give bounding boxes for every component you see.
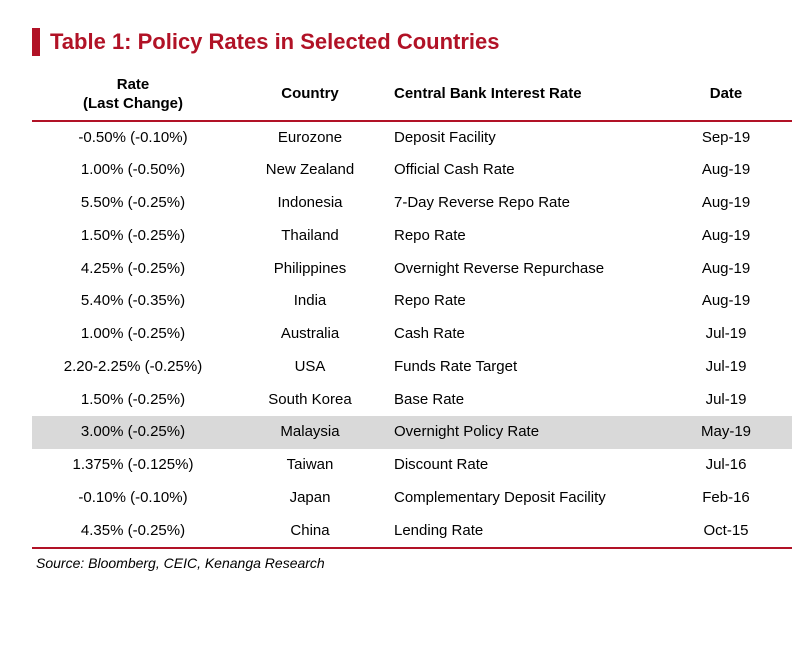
cell-country: Taiwan <box>234 449 386 482</box>
cell-cbir: Base Rate <box>386 384 660 417</box>
cell-cbir: Official Cash Rate <box>386 154 660 187</box>
cell-rate: 1.00% (-0.25%) <box>32 318 234 351</box>
col-header-rate: Rate (Last Change) <box>32 70 234 121</box>
cell-rate: 3.00% (-0.25%) <box>32 416 234 449</box>
policy-rates-table: Rate (Last Change) Country Central Bank … <box>32 70 792 549</box>
table-row: 3.00% (-0.25%) Malaysia Overnight Policy… <box>32 416 792 449</box>
cell-date: Oct-15 <box>660 515 792 549</box>
cell-cbir: Complementary Deposit Facility <box>386 482 660 515</box>
cell-date: Jul-19 <box>660 351 792 384</box>
cell-date: Jul-19 <box>660 318 792 351</box>
cell-date: Aug-19 <box>660 253 792 286</box>
cell-country: Indonesia <box>234 187 386 220</box>
cell-date: Aug-19 <box>660 187 792 220</box>
table-row: 1.50% (-0.25%) South Korea Base Rate Jul… <box>32 384 792 417</box>
cell-date: May-19 <box>660 416 792 449</box>
col-header-rate-l2: (Last Change) <box>83 95 183 112</box>
cell-country: Thailand <box>234 220 386 253</box>
cell-cbir: Lending Rate <box>386 515 660 549</box>
table-row: -0.50% (-0.10%) Eurozone Deposit Facilit… <box>32 121 792 155</box>
table-row: 4.25% (-0.25%) Philippines Overnight Rev… <box>32 253 792 286</box>
table-row: 4.35% (-0.25%) China Lending Rate Oct-15 <box>32 515 792 549</box>
cell-date: Aug-19 <box>660 285 792 318</box>
table-row: 1.50% (-0.25%) Thailand Repo Rate Aug-19 <box>32 220 792 253</box>
cell-date: Sep-19 <box>660 121 792 155</box>
table-row: 1.375% (-0.125%) Taiwan Discount Rate Ju… <box>32 449 792 482</box>
cell-rate: -0.50% (-0.10%) <box>32 121 234 155</box>
cell-country: New Zealand <box>234 154 386 187</box>
col-header-country: Country <box>234 70 386 121</box>
cell-country: Japan <box>234 482 386 515</box>
cell-rate: 4.25% (-0.25%) <box>32 253 234 286</box>
cell-rate: 5.40% (-0.35%) <box>32 285 234 318</box>
cell-country: Eurozone <box>234 121 386 155</box>
cell-date: Aug-19 <box>660 154 792 187</box>
cell-rate: 4.35% (-0.25%) <box>32 515 234 549</box>
cell-rate: 5.50% (-0.25%) <box>32 187 234 220</box>
cell-cbir: Overnight Policy Rate <box>386 416 660 449</box>
cell-rate: 1.50% (-0.25%) <box>32 220 234 253</box>
table-title-bar: Table 1: Policy Rates in Selected Countr… <box>32 28 772 56</box>
cell-rate: -0.10% (-0.10%) <box>32 482 234 515</box>
cell-rate: 1.00% (-0.50%) <box>32 154 234 187</box>
table-row: 2.20-2.25% (-0.25%) USA Funds Rate Targe… <box>32 351 792 384</box>
cell-country: Malaysia <box>234 416 386 449</box>
table-row: -0.10% (-0.10%) Japan Complementary Depo… <box>32 482 792 515</box>
source-attribution: Source: Bloomberg, CEIC, Kenanga Researc… <box>32 555 772 571</box>
table-body: -0.50% (-0.10%) Eurozone Deposit Facilit… <box>32 121 792 549</box>
cell-country: Australia <box>234 318 386 351</box>
cell-rate: 2.20-2.25% (-0.25%) <box>32 351 234 384</box>
cell-date: Aug-19 <box>660 220 792 253</box>
table-row: 1.00% (-0.25%) Australia Cash Rate Jul-1… <box>32 318 792 351</box>
cell-date: Jul-19 <box>660 384 792 417</box>
table-header-row: Rate (Last Change) Country Central Bank … <box>32 70 792 121</box>
cell-country: Philippines <box>234 253 386 286</box>
cell-cbir: Overnight Reverse Repurchase <box>386 253 660 286</box>
col-header-date: Date <box>660 70 792 121</box>
cell-country: China <box>234 515 386 549</box>
cell-cbir: Repo Rate <box>386 285 660 318</box>
cell-rate: 1.50% (-0.25%) <box>32 384 234 417</box>
table-title: Table 1: Policy Rates in Selected Countr… <box>50 29 500 55</box>
cell-country: USA <box>234 351 386 384</box>
cell-cbir: Deposit Facility <box>386 121 660 155</box>
cell-country: South Korea <box>234 384 386 417</box>
table-row: 1.00% (-0.50%) New Zealand Official Cash… <box>32 154 792 187</box>
cell-rate: 1.375% (-0.125%) <box>32 449 234 482</box>
cell-cbir: Repo Rate <box>386 220 660 253</box>
cell-cbir: Funds Rate Target <box>386 351 660 384</box>
col-header-rate-l1: Rate <box>117 76 150 93</box>
table-row: 5.40% (-0.35%) India Repo Rate Aug-19 <box>32 285 792 318</box>
cell-cbir: 7-Day Reverse Repo Rate <box>386 187 660 220</box>
title-accent-mark <box>32 28 40 56</box>
cell-cbir: Discount Rate <box>386 449 660 482</box>
col-header-cbir: Central Bank Interest Rate <box>386 70 660 121</box>
table-row: 5.50% (-0.25%) Indonesia 7-Day Reverse R… <box>32 187 792 220</box>
cell-country: India <box>234 285 386 318</box>
cell-cbir: Cash Rate <box>386 318 660 351</box>
cell-date: Feb-16 <box>660 482 792 515</box>
cell-date: Jul-16 <box>660 449 792 482</box>
